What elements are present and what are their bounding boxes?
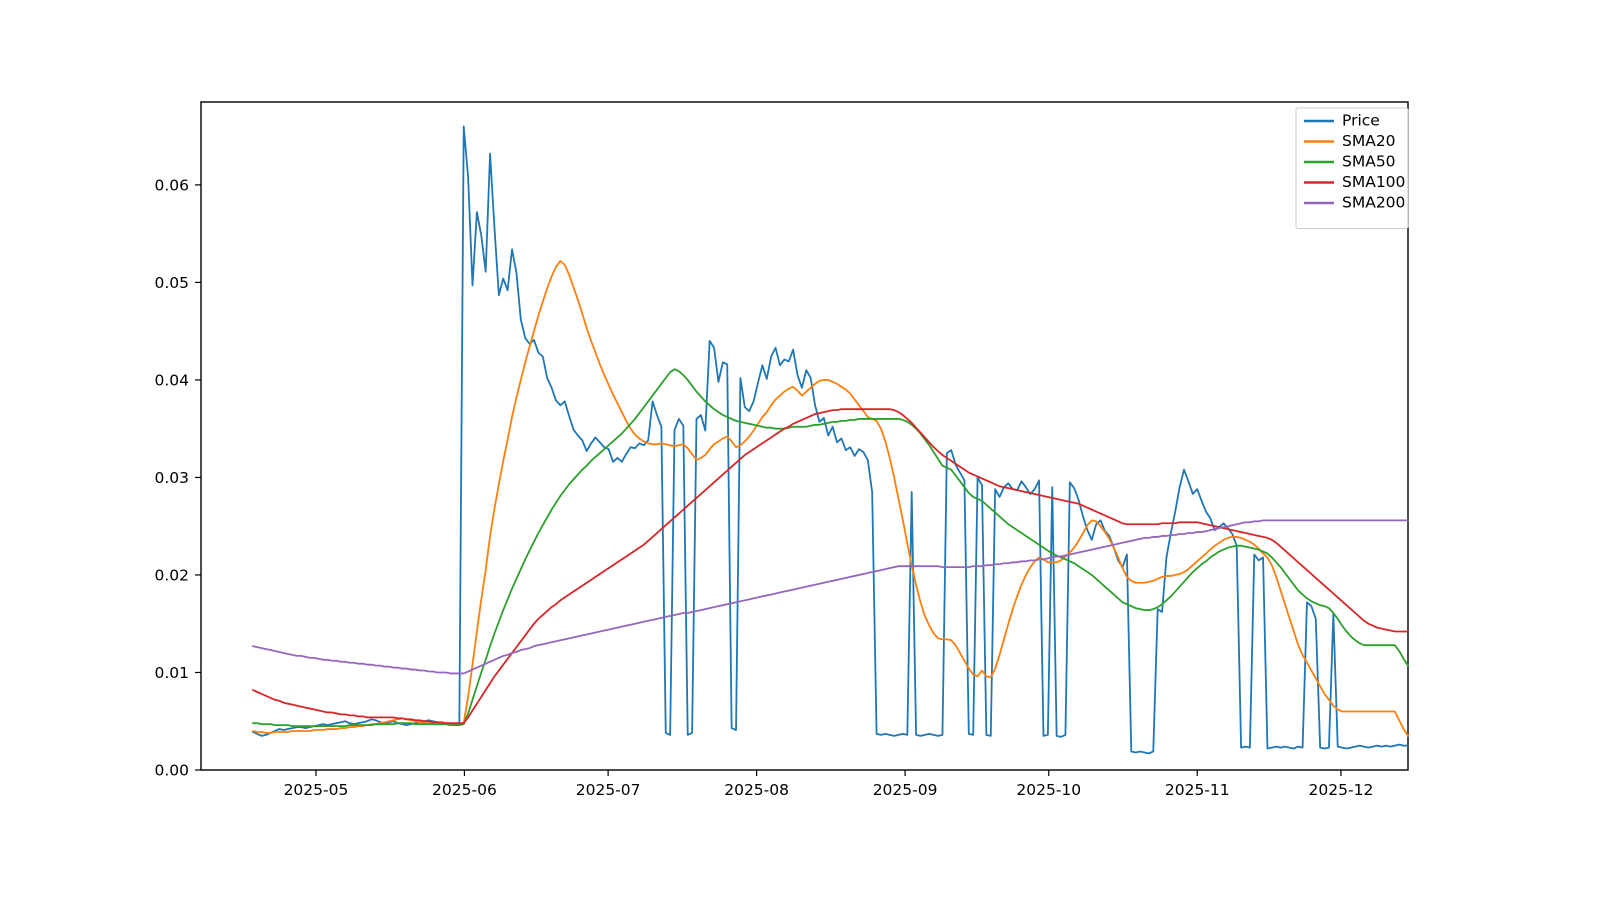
- legend-label-sma50[interactable]: SMA50: [1342, 153, 1396, 171]
- series-line-price: [252, 125, 1409, 755]
- x-tick-label: 2025-12: [1309, 781, 1374, 799]
- plot-frame: [200, 101, 1409, 771]
- legend-label-price[interactable]: Price: [1342, 112, 1380, 130]
- chart-legend[interactable]: Price SMA20 SMA50 SMA100 SMA200: [1295, 107, 1409, 230]
- x-tick-label: 2025-11: [1165, 781, 1230, 799]
- legend-label-sma20[interactable]: SMA20: [1342, 132, 1396, 150]
- x-tick-label: 2025-08: [724, 781, 789, 799]
- y-tick-label: 0.06: [154, 176, 189, 194]
- x-tick-label: 2025-09: [873, 781, 938, 799]
- y-axis-ticks: 0.00 0.01 0.02 0.03 0.04 0.05 0.06: [154, 176, 201, 780]
- y-tick-label: 0.01: [154, 664, 189, 682]
- x-tick-label: 2025-07: [576, 781, 641, 799]
- series-line-sma20: [252, 260, 1409, 737]
- y-tick-label: 0.04: [154, 371, 189, 389]
- series-line-sma50: [252, 368, 1409, 728]
- x-tick-label: 2025-10: [1016, 781, 1081, 799]
- x-tick-label: 2025-05: [284, 781, 349, 799]
- y-tick-label: 0.03: [154, 469, 189, 487]
- y-tick-label: 0.05: [154, 274, 189, 292]
- series-line-sma100: [252, 408, 1409, 725]
- legend-label-sma200[interactable]: SMA200: [1342, 194, 1405, 212]
- data-series-group: [252, 125, 1409, 755]
- legend-box: [1295, 107, 1409, 230]
- x-tick-label: 2025-06: [432, 781, 497, 799]
- series-line-sma200: [252, 519, 1409, 675]
- x-axis-ticks: 2025-05 2025-06 2025-07 2025-08 2025-09 2025-…: [284, 770, 1374, 799]
- y-tick-label: 0.02: [154, 566, 189, 584]
- legend-label-sma100[interactable]: SMA100: [1342, 173, 1405, 191]
- y-tick-label: 0.00: [154, 762, 189, 780]
